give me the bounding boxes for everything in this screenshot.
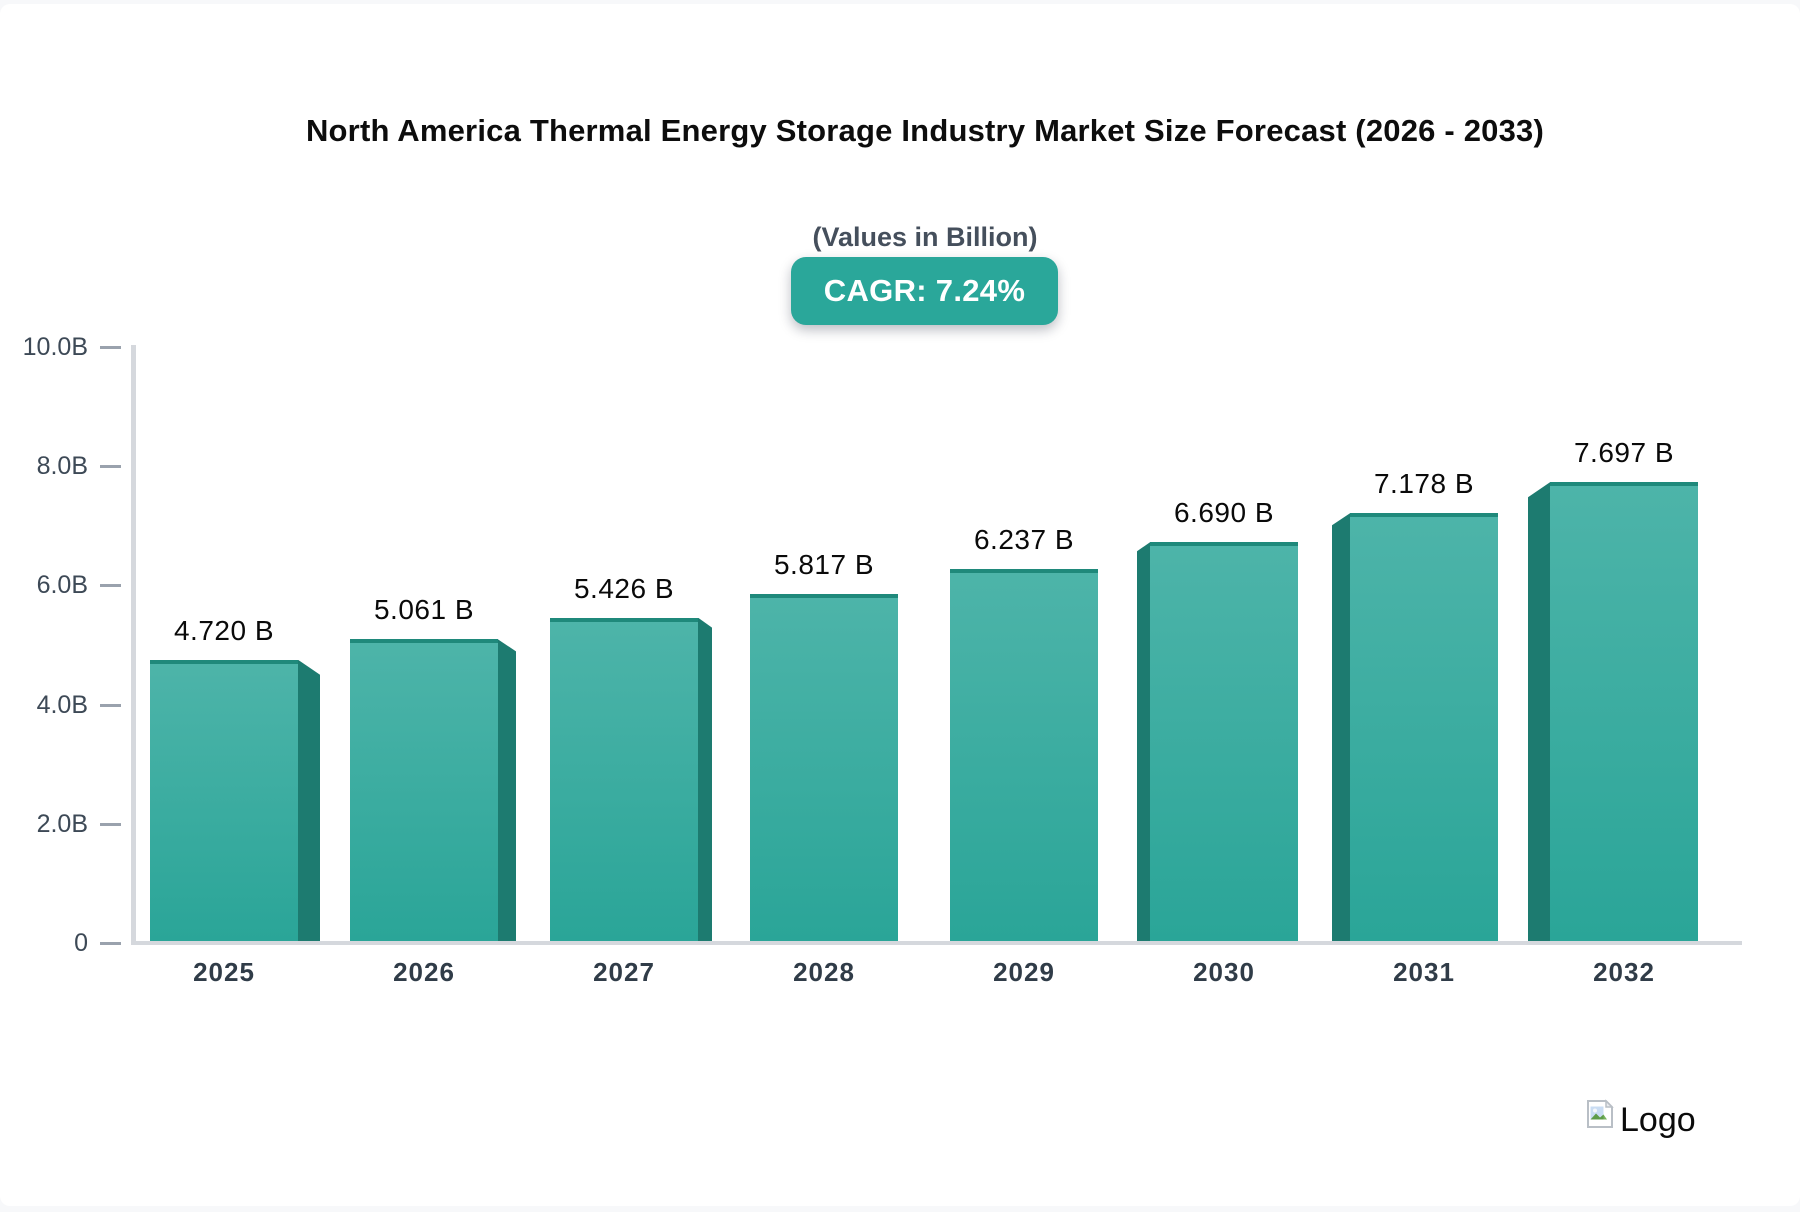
y-axis-tick-label: 10.0B: [22, 333, 88, 361]
y-axis-tick-label: 4.0B: [36, 690, 88, 719]
bar-2027[interactable]: [550, 617, 698, 941]
y-axis-tick-mark: [100, 465, 121, 469]
cagr-badge: CAGR: 7.24%: [791, 257, 1058, 325]
bar-2031[interactable]: [1350, 513, 1498, 941]
x-axis-line: [131, 941, 1742, 945]
bar-2029[interactable]: [950, 569, 1098, 941]
x-axis-label: 2031: [1393, 957, 1455, 987]
y-axis-tick-label: 8.0B: [36, 452, 88, 481]
y-axis-tick-mark: [100, 703, 121, 707]
bar-value-label: 5.426 B: [573, 572, 675, 604]
y-axis-tick-mark: [100, 346, 121, 349]
bar-value-label: 7.178 B: [1373, 468, 1475, 500]
x-axis-label: 2032: [1593, 957, 1655, 987]
bar-side-face-2027: [698, 617, 712, 941]
y-axis-tick-label: 0: [74, 929, 88, 957]
x-axis-label: 2026: [393, 957, 455, 987]
bar-side-face-2026: [498, 639, 516, 941]
bar-value-label: 5.061 B: [373, 594, 475, 626]
y-axis-tick-label: 6.0B: [36, 571, 88, 600]
bar-value-label: 6.690 B: [1173, 497, 1275, 529]
chart-title: North America Thermal Energy Storage Ind…: [305, 113, 1545, 148]
y-axis-tick-mark: [100, 584, 121, 588]
y-axis-tick-label: 2.0B: [36, 809, 88, 838]
logo-alt-text: Logo: [1620, 1101, 1696, 1139]
x-axis-label: 2027: [593, 957, 655, 987]
x-axis-label: 2030: [1193, 957, 1255, 987]
chart-card: [0, 4, 1800, 1206]
cagr-badge-label: CAGR: 7.24%: [823, 273, 1026, 308]
x-axis-label: 2025: [193, 957, 255, 987]
x-axis-label: 2028: [793, 957, 855, 987]
y-axis-line: [131, 345, 136, 945]
bar-value-label: 6.237 B: [973, 524, 1075, 556]
y-axis-tick-mark: [100, 942, 121, 945]
logo: Logo: [1584, 1096, 1764, 1156]
bar-2026[interactable]: [350, 639, 498, 941]
bar-value-label: 4.720 B: [173, 614, 275, 646]
bar-value-label: 5.817 B: [773, 549, 875, 581]
bar-2028[interactable]: [750, 594, 898, 941]
bar-2025[interactable]: [150, 659, 298, 941]
bar-value-label: 7.697 B: [1573, 437, 1675, 469]
x-axis-label: 2029: [993, 957, 1055, 987]
bar-2032[interactable]: [1550, 482, 1698, 941]
bar-side-face-2025: [298, 659, 320, 941]
bar-side-face-2031: [1332, 513, 1350, 941]
bar-2030[interactable]: [1150, 542, 1298, 941]
chart-subtitle: (Values in Billion): [812, 222, 1038, 252]
bar-side-face-2030: [1137, 542, 1150, 941]
broken-image-icon: [1587, 1099, 1614, 1128]
bar-side-face-2032: [1528, 482, 1550, 941]
y-axis-tick-mark: [100, 822, 121, 826]
